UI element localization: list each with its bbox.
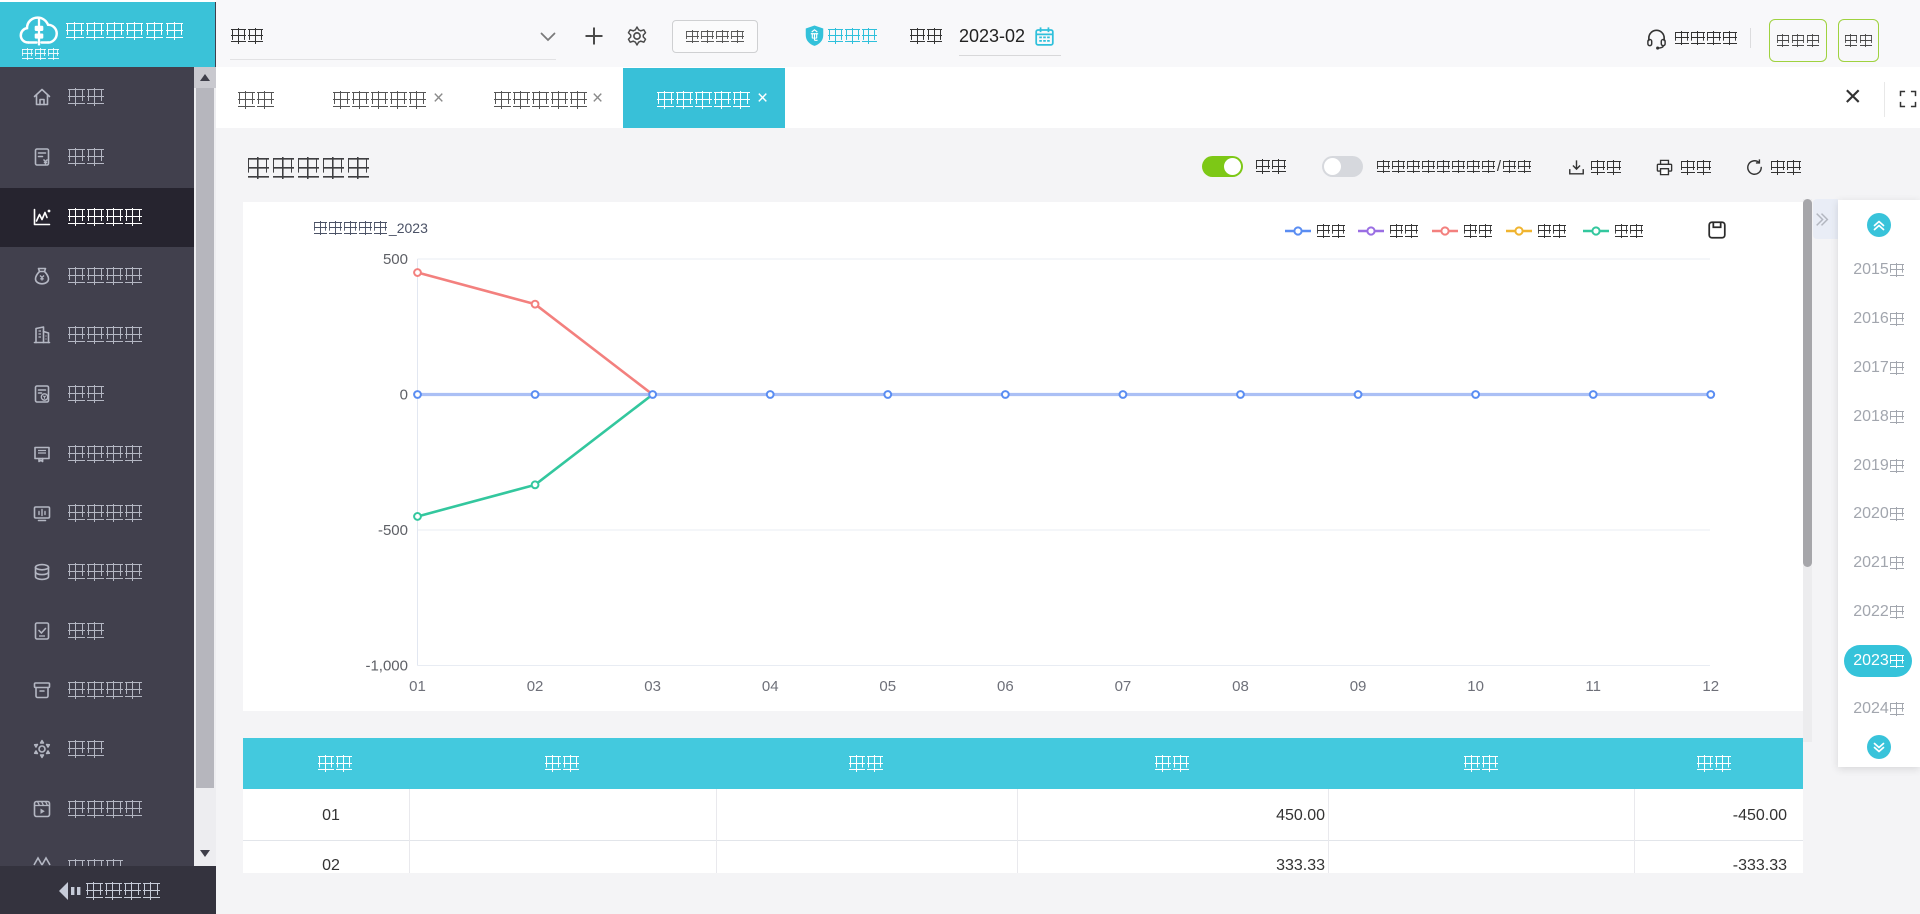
svg-text:01: 01 <box>409 678 426 695</box>
svg-text:07: 07 <box>1115 678 1132 695</box>
svg-text:09: 09 <box>1350 678 1367 695</box>
svg-text:11: 11 <box>1585 678 1601 695</box>
svg-text:0: 0 <box>400 387 408 404</box>
svg-text:-500: -500 <box>378 522 408 539</box>
svg-text:04: 04 <box>762 678 779 695</box>
svg-text:05: 05 <box>879 678 896 695</box>
svg-text:10: 10 <box>1467 678 1484 695</box>
svg-text:12: 12 <box>1702 678 1719 695</box>
svg-text:06: 06 <box>997 678 1014 695</box>
svg-text:02: 02 <box>527 678 544 695</box>
svg-text:-1,000: -1,000 <box>365 658 408 675</box>
svg-text:08: 08 <box>1232 678 1249 695</box>
svg-text:500: 500 <box>383 251 408 268</box>
svg-text:03: 03 <box>644 678 661 695</box>
